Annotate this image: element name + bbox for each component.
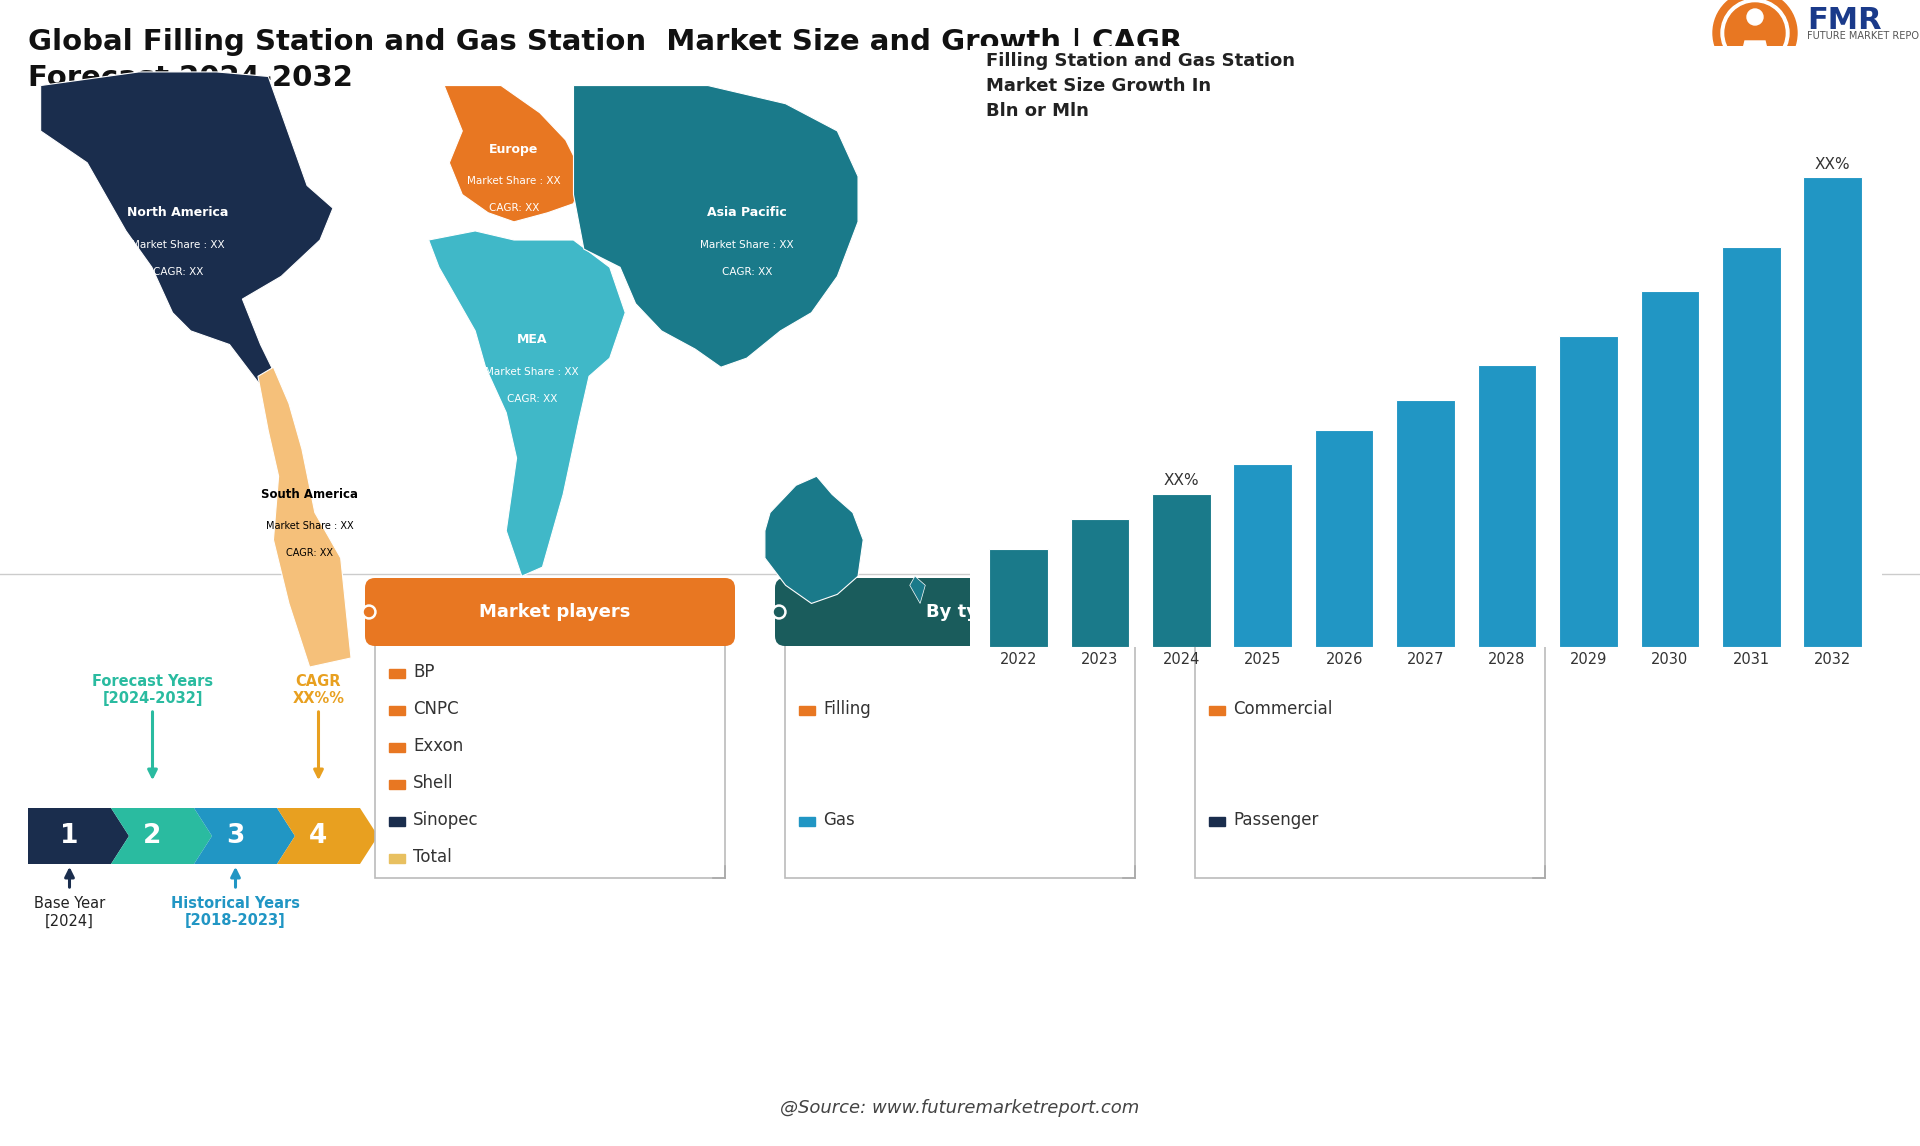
FancyBboxPatch shape	[365, 578, 735, 646]
FancyBboxPatch shape	[374, 636, 726, 878]
Bar	[1071, 519, 1129, 647]
Circle shape	[1713, 0, 1797, 74]
Bar	[799, 706, 814, 714]
Text: Forecast Years
[2024-2032]: Forecast Years [2024-2032]	[92, 674, 213, 706]
Text: Market Share : XX: Market Share : XX	[467, 176, 561, 186]
Circle shape	[1183, 605, 1196, 619]
Text: 4: 4	[309, 823, 328, 849]
Polygon shape	[257, 367, 351, 667]
Bar	[1396, 400, 1455, 647]
Bar	[1722, 246, 1780, 647]
Text: FMR: FMR	[1807, 6, 1882, 36]
Bar	[1315, 430, 1373, 647]
Circle shape	[1720, 0, 1789, 66]
Circle shape	[772, 605, 785, 619]
Text: By application: By application	[1304, 603, 1448, 621]
Bar	[1640, 291, 1699, 647]
Text: Historical Years
[2018-2023]: Historical Years [2018-2023]	[171, 896, 300, 928]
Text: Gas: Gas	[824, 811, 854, 829]
Bar	[1478, 366, 1536, 647]
Polygon shape	[428, 230, 626, 576]
Bar	[390, 706, 405, 714]
Text: 1: 1	[60, 823, 79, 849]
Bar	[390, 779, 405, 788]
Circle shape	[365, 607, 374, 617]
Text: South America: South America	[261, 488, 359, 501]
Text: Total: Total	[413, 848, 451, 866]
Circle shape	[363, 605, 376, 619]
Polygon shape	[764, 477, 864, 604]
Polygon shape	[111, 808, 211, 864]
Bar	[1559, 336, 1619, 647]
Text: Base Year
[2024]: Base Year [2024]	[35, 896, 106, 928]
Text: 3: 3	[227, 823, 244, 849]
Polygon shape	[194, 808, 296, 864]
Text: CNPC: CNPC	[413, 700, 459, 719]
Text: FUTURE MARKET REPORT: FUTURE MARKET REPORT	[1807, 31, 1920, 41]
Text: By type: By type	[927, 603, 1004, 621]
Text: Filling: Filling	[824, 700, 872, 719]
Text: North America: North America	[127, 206, 228, 219]
Text: Commercial: Commercial	[1233, 700, 1332, 719]
Text: Market Share : XX: Market Share : XX	[701, 240, 793, 250]
Text: Market Share : XX: Market Share : XX	[486, 367, 580, 377]
Text: MEA: MEA	[516, 333, 547, 346]
Bar	[799, 816, 814, 825]
FancyBboxPatch shape	[1185, 578, 1555, 646]
Circle shape	[774, 607, 783, 617]
Bar	[390, 816, 405, 825]
Polygon shape	[1741, 41, 1768, 53]
Text: Market Share : XX: Market Share : XX	[265, 521, 353, 532]
Text: Passenger: Passenger	[1233, 811, 1319, 829]
Circle shape	[1724, 3, 1786, 63]
Text: @Source: www.futuremarketreport.com: @Source: www.futuremarketreport.com	[780, 1099, 1140, 1117]
Text: Global Filling Station and Gas Station  Market Size and Growth | CAGR: Global Filling Station and Gas Station M…	[29, 28, 1183, 57]
Text: Shell: Shell	[413, 774, 453, 792]
Polygon shape	[29, 808, 129, 864]
Polygon shape	[910, 576, 925, 604]
Polygon shape	[574, 86, 858, 367]
Text: Sinopec: Sinopec	[413, 811, 478, 829]
Bar	[1152, 494, 1212, 647]
Bar	[989, 549, 1048, 647]
Polygon shape	[276, 808, 378, 864]
Circle shape	[1747, 9, 1763, 25]
FancyBboxPatch shape	[1194, 636, 1546, 878]
Bar	[390, 743, 405, 752]
Text: 2: 2	[144, 823, 161, 849]
Text: CAGR: XX: CAGR: XX	[490, 203, 540, 213]
Text: XX%: XX%	[1814, 157, 1851, 172]
Text: Exxon: Exxon	[413, 737, 463, 755]
Bar	[390, 854, 405, 863]
Text: CAGR
XX%%: CAGR XX%%	[292, 674, 344, 706]
Bar	[1210, 706, 1225, 714]
Text: Europe: Europe	[490, 142, 540, 156]
Bar	[1233, 464, 1292, 647]
Text: Filling Station and Gas Station
Market Size Growth In
Bln or Mln: Filling Station and Gas Station Market S…	[985, 52, 1294, 120]
Text: Market players: Market players	[480, 603, 630, 621]
Bar	[390, 668, 405, 677]
Text: CAGR: XX: CAGR: XX	[152, 267, 204, 277]
Text: CAGR: XX: CAGR: XX	[722, 267, 772, 277]
FancyBboxPatch shape	[776, 578, 1144, 646]
Bar	[1803, 178, 1862, 647]
Polygon shape	[40, 72, 332, 385]
Text: CAGR: XX: CAGR: XX	[507, 394, 557, 405]
Bar	[1210, 816, 1225, 825]
Circle shape	[1185, 607, 1194, 617]
Polygon shape	[444, 86, 584, 222]
Text: CAGR: XX: CAGR: XX	[286, 549, 334, 558]
Text: XX%: XX%	[1164, 473, 1200, 488]
Text: BP: BP	[413, 664, 434, 681]
FancyBboxPatch shape	[785, 636, 1135, 878]
Text: Asia Pacific: Asia Pacific	[707, 206, 787, 219]
Text: Market Share : XX: Market Share : XX	[131, 240, 225, 250]
Text: Forecast 2024-2032: Forecast 2024-2032	[29, 64, 353, 92]
